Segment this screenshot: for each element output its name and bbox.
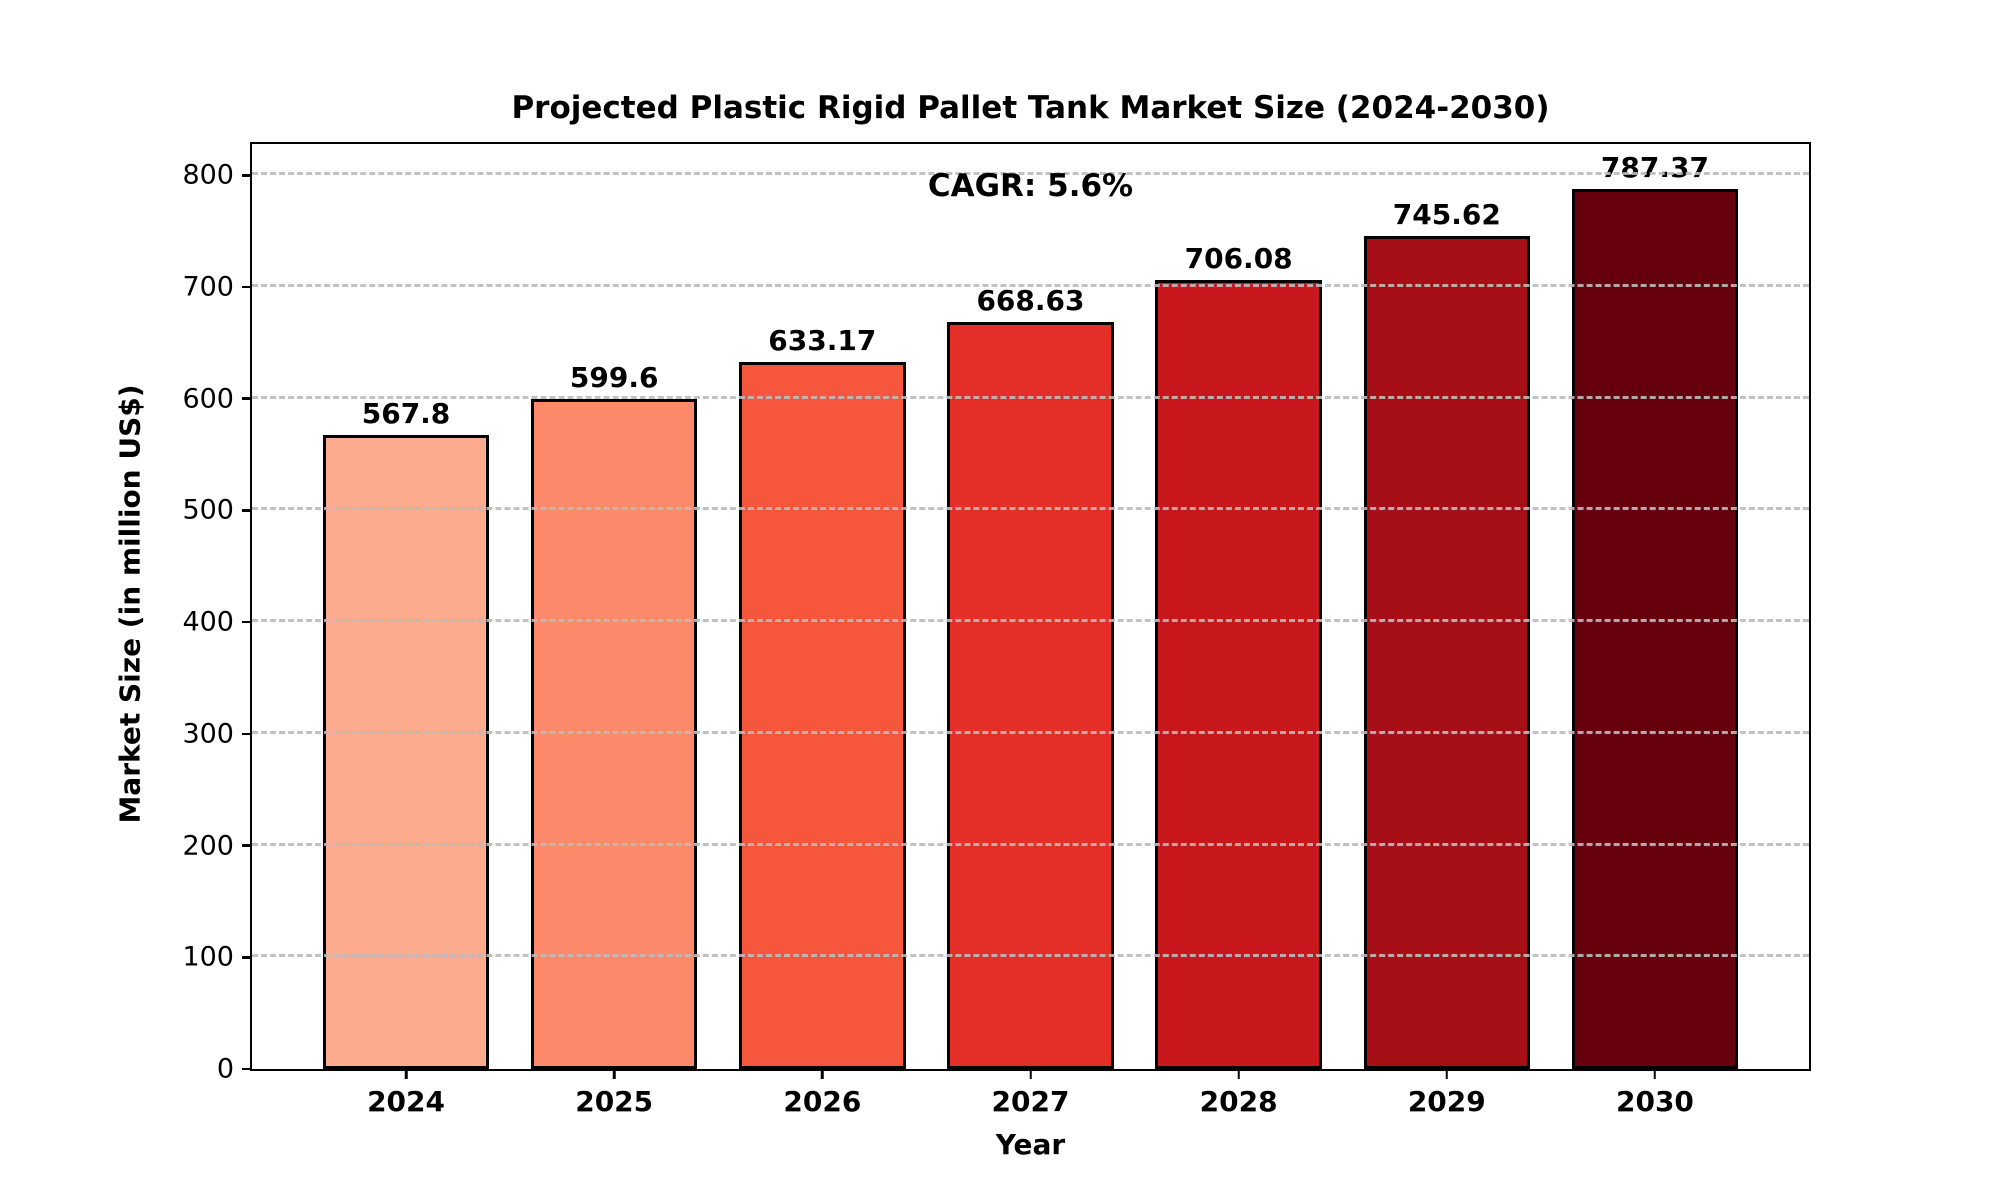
bar-2026: 633.17 (739, 324, 906, 1069)
y-tick-mark-600 (242, 397, 252, 400)
y-tick-mark-500 (242, 509, 252, 512)
bar-value-label-2030: 787.37 (1600, 151, 1709, 185)
x-axis-title: Year (995, 1128, 1066, 1161)
y-tick-label-700: 700 (182, 271, 234, 303)
x-tick-label-2024: 2024 (367, 1085, 445, 1118)
bar-2029: 745.62 (1363, 198, 1531, 1069)
x-tick-label-2025: 2025 (575, 1085, 654, 1118)
y-tick-mark-400 (242, 620, 252, 624)
bar-2027: 668.63 (947, 284, 1114, 1069)
x-tick-label-2030: 2030 (1615, 1085, 1694, 1118)
x-tick-label-2029: 2029 (1407, 1085, 1486, 1118)
x-tick-mark-2026 (821, 1069, 824, 1079)
y-tick-mark-100 (242, 956, 252, 959)
x-tick-label-2026: 2026 (783, 1085, 862, 1118)
bar-value-label-2025: 599.6 (569, 361, 659, 395)
bar-2030: 787.37 (1571, 151, 1739, 1069)
bar-value-label-2029: 745.62 (1392, 198, 1501, 232)
chart-title: Projected Plastic Rigid Pallet Tank Mark… (511, 90, 1550, 126)
x-tick-mark-2030 (1653, 1069, 1657, 1079)
y-tick-label-500: 500 (182, 494, 234, 526)
x-tick-mark-2029 (1445, 1069, 1449, 1079)
y-tick-mark-0 (242, 1067, 252, 1071)
bar-2028: 706.08 (1155, 242, 1322, 1069)
x-tick-label-2028: 2028 (1199, 1085, 1278, 1118)
bar-2024: 567.8 (322, 397, 490, 1069)
y-tick-mark-800 (242, 174, 252, 177)
x-tick-mark-2027 (1029, 1069, 1032, 1079)
x-tick-mark-2025 (612, 1069, 616, 1079)
bar-2025: 599.6 (530, 361, 698, 1069)
y-tick-label-200: 200 (182, 830, 234, 862)
y-axis-title: Market Size (in million US$) (113, 384, 147, 824)
y-tick-mark-200 (242, 844, 252, 847)
y-tick-label-800: 800 (182, 159, 234, 191)
y-tick-label-600: 600 (182, 383, 234, 415)
y-tick-label-0: 0 (216, 1053, 234, 1085)
y-tick-mark-700 (242, 285, 252, 289)
x-tick-mark-2024 (404, 1069, 408, 1079)
y-tick-mark-300 (242, 732, 252, 736)
bar-value-label-2027: 668.63 (976, 284, 1085, 318)
cagr-annotation: CAGR: 5.6% (927, 168, 1134, 204)
y-tick-label-400: 400 (182, 606, 234, 638)
x-tick-label-2027: 2027 (991, 1085, 1070, 1118)
bar-value-label-2028: 706.08 (1184, 242, 1293, 276)
x-tick-mark-2028 (1237, 1069, 1240, 1079)
plot-area: CAGR: 5.6% 0 100 200 300 400 500 600 700 800 567.… (182, 142, 1811, 1118)
y-tick-label-300: 300 (182, 718, 234, 750)
bar-value-label-2024: 567.8 (361, 396, 451, 430)
bar-value-label-2026: 633.17 (768, 323, 877, 357)
y-tick-label-100: 100 (182, 941, 234, 973)
